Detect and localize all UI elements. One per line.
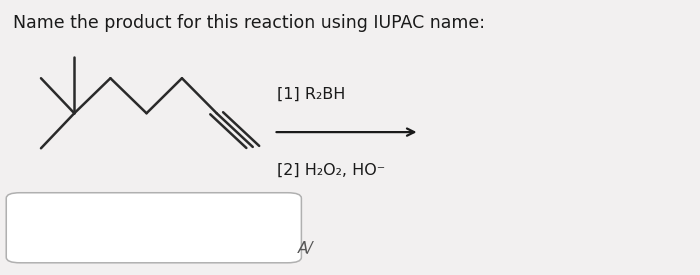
FancyBboxPatch shape <box>6 193 302 263</box>
Text: A/: A/ <box>298 241 314 256</box>
Text: [2] H₂O₂, HO⁻: [2] H₂O₂, HO⁻ <box>277 162 385 177</box>
Text: Name the product for this reaction using IUPAC name:: Name the product for this reaction using… <box>13 13 485 32</box>
Text: [1] R₂BH: [1] R₂BH <box>277 87 346 102</box>
